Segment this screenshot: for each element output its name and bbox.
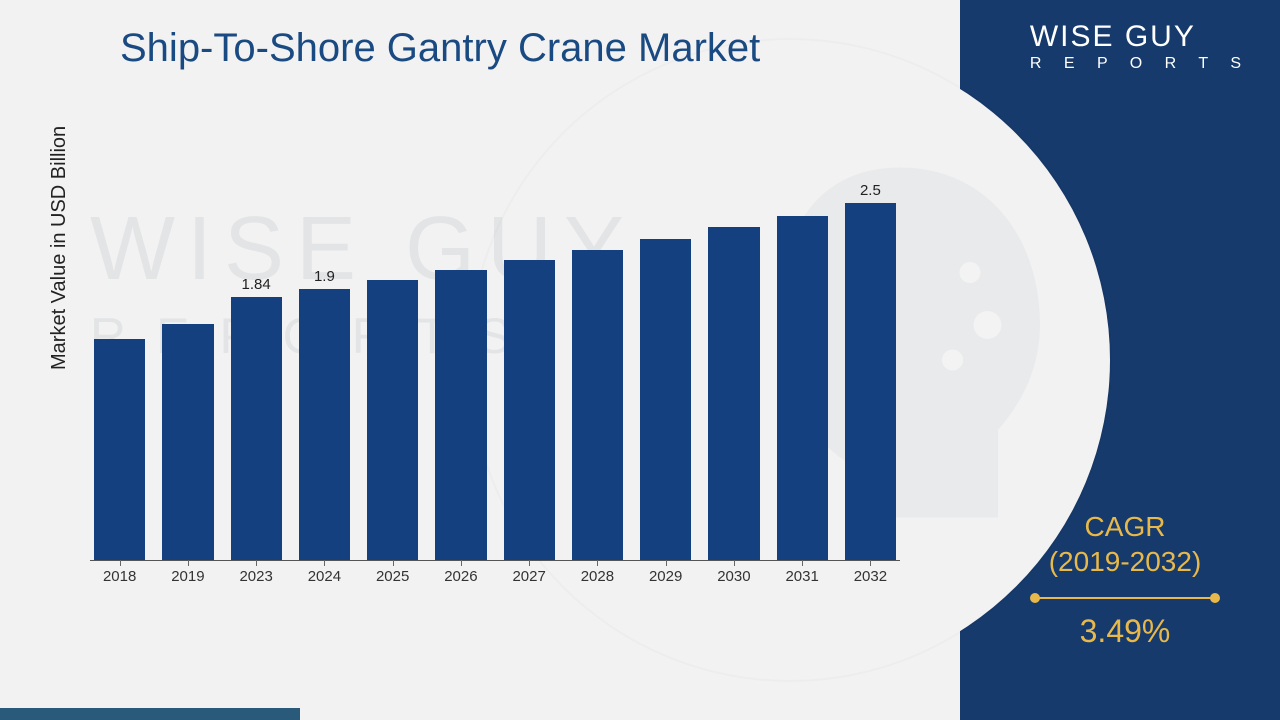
x-tick: 2018 (94, 560, 145, 600)
bar (572, 250, 623, 560)
bottom-accent-bar (0, 708, 300, 720)
chart-title: Ship-To-Shore Gantry Crane Market (120, 26, 760, 71)
brand-logo: WISE GUY R E P O R T S (1030, 22, 1250, 72)
x-tick: 2030 (708, 560, 759, 600)
bar-wrap (162, 160, 213, 560)
bar-wrap (777, 160, 828, 560)
bar-value-label: 1.9 (314, 268, 335, 285)
plot-area: 1.84 1.9 2.5 (90, 160, 900, 560)
cagr-value: 3.49% (1010, 613, 1240, 650)
bar (367, 280, 418, 560)
bar-wrap: 1.9 (299, 160, 350, 560)
y-axis-label: Market Value in USD Billion (48, 126, 71, 370)
bar-wrap: 1.84 (231, 160, 282, 560)
bar-chart: 1.841.92.5 20182019202320242025202620272… (90, 160, 900, 600)
bar-wrap (708, 160, 759, 560)
bar-wrap (367, 160, 418, 560)
bar (94, 339, 145, 560)
x-tick: 2019 (162, 560, 213, 600)
x-tick: 2027 (504, 560, 555, 600)
logo-line2: R E P O R T S (1030, 56, 1250, 72)
bar (299, 289, 350, 560)
bar (777, 216, 828, 560)
bar (845, 203, 896, 560)
x-tick: 2025 (367, 560, 418, 600)
x-tick: 2032 (845, 560, 896, 600)
bar (162, 324, 213, 560)
bar-wrap (435, 160, 486, 560)
cagr-label: CAGR (2019-2032) (1010, 509, 1240, 579)
bar (640, 239, 691, 560)
x-tick: 2024 (299, 560, 350, 600)
bar-value-label: 1.84 (242, 276, 271, 293)
bar (504, 260, 555, 560)
bar-wrap (640, 160, 691, 560)
bar-wrap: 2.5 (845, 160, 896, 560)
bar-value-label: 2.5 (860, 182, 881, 199)
bar-wrap (94, 160, 145, 560)
x-tick: 2023 (231, 560, 282, 600)
x-tick: 2028 (572, 560, 623, 600)
x-tick: 2031 (777, 560, 828, 600)
bar-wrap (572, 160, 623, 560)
bar (435, 270, 486, 560)
bar-wrap (504, 160, 555, 560)
cagr-box: CAGR (2019-2032) 3.49% (1010, 509, 1240, 650)
x-tick: 2029 (640, 560, 691, 600)
logo-line1: WISE GUY (1030, 22, 1250, 52)
bar (231, 297, 282, 560)
bar (708, 227, 759, 560)
cagr-period: (2019-2032) (1049, 546, 1202, 577)
x-axis: 2018 2019 2023 2024 2025 2026 2027 2028 2029 2030… (90, 560, 900, 600)
cagr-separator (1035, 597, 1215, 599)
cagr-label-text: CAGR (1085, 511, 1166, 542)
x-tick: 2026 (435, 560, 486, 600)
